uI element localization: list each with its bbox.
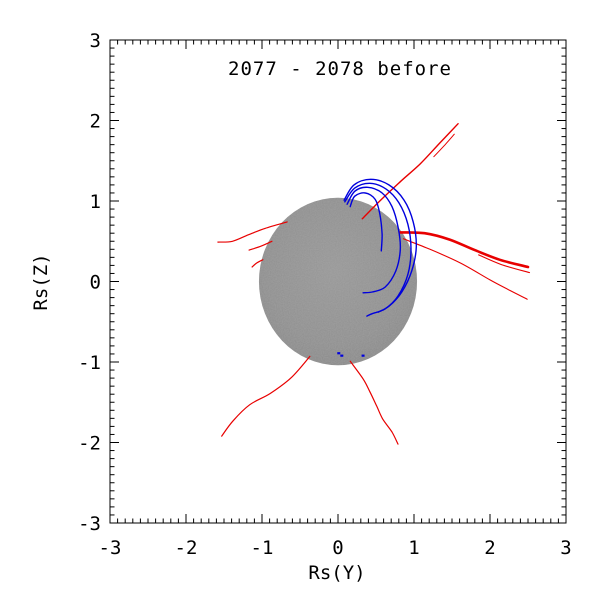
y-tick-label: -1 bbox=[78, 352, 101, 374]
open-field-line-right-thick bbox=[399, 231, 530, 269]
x-tick-label: -3 bbox=[99, 537, 122, 559]
open-field-line-right-lower bbox=[402, 238, 528, 300]
y-tick-label: 1 bbox=[90, 191, 101, 213]
sun-sphere-texture bbox=[258, 197, 418, 366]
y-tick-label: 2 bbox=[90, 111, 101, 133]
x-tick-label: 2 bbox=[484, 537, 495, 559]
closed-loop-middle bbox=[346, 186, 402, 294]
x-tick-label: 0 bbox=[332, 537, 343, 559]
closed-loop-inner bbox=[349, 192, 383, 252]
y-tick-label: -2 bbox=[78, 433, 101, 455]
open-field-line-left-lower bbox=[251, 259, 264, 268]
x-tick-label: 3 bbox=[560, 537, 571, 559]
x-tick-label: -1 bbox=[251, 537, 274, 559]
footpoint-dot bbox=[337, 352, 341, 355]
open-field-line-top-right bbox=[361, 123, 459, 220]
y-tick-label: 0 bbox=[90, 272, 101, 294]
x-tick-label: 1 bbox=[408, 537, 419, 559]
open-field-line-left-middle bbox=[248, 240, 273, 251]
axes-layer: -3 -2 -1 0 1 2 3 -3 -2 -1 0 1 2 3 bbox=[78, 30, 572, 559]
open-field-line-top-right-fork bbox=[433, 133, 455, 158]
x-tick-label: -2 bbox=[175, 537, 198, 559]
y-tick-label: -3 bbox=[78, 513, 101, 535]
open-field-line-bottom-left bbox=[221, 355, 311, 437]
footpoint-dot bbox=[361, 354, 365, 357]
closed-loop-outermost bbox=[343, 178, 418, 313]
y-axis-label: Rs(Z) bbox=[30, 253, 52, 310]
field-lines-layer bbox=[217, 123, 531, 445]
open-field-line-left-upper bbox=[217, 221, 288, 243]
y-tick-label: 3 bbox=[90, 30, 101, 52]
open-field-line-right-fork bbox=[478, 254, 531, 274]
footpoint-dot bbox=[340, 354, 344, 357]
plot-title: 2077 - 2078 before bbox=[228, 58, 452, 80]
sun-layer bbox=[258, 197, 418, 366]
open-field-line-bottom-right bbox=[349, 360, 399, 445]
x-axis-label: Rs(Y) bbox=[308, 562, 365, 584]
